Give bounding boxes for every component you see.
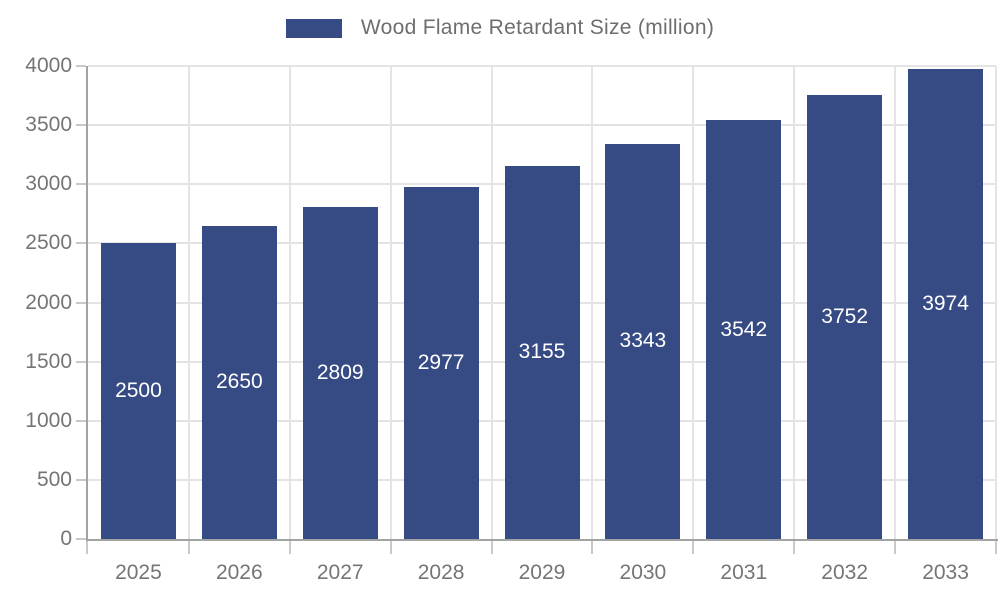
x-axis-tick xyxy=(86,541,88,554)
gridline-vertical xyxy=(692,66,695,539)
x-tick-label: 2029 xyxy=(518,561,566,584)
gridline-horizontal xyxy=(88,65,996,67)
y-tick-label: 500 xyxy=(36,467,72,491)
y-axis-tick xyxy=(76,419,86,422)
bar-value-label: 3343 xyxy=(619,329,667,353)
bar xyxy=(302,206,378,539)
x-tick-label: 2033 xyxy=(922,561,969,584)
bar-value-label: 3542 xyxy=(720,317,768,341)
bar xyxy=(605,143,681,539)
y-axis-line xyxy=(86,66,88,541)
gridline-vertical xyxy=(894,66,897,539)
y-axis-tick xyxy=(76,478,86,481)
bar-value-label: 3155 xyxy=(518,340,566,364)
bar-value-label: 3752 xyxy=(821,305,869,329)
y-axis-tick xyxy=(76,301,86,304)
gridline-horizontal xyxy=(88,124,996,127)
gridline-vertical xyxy=(389,66,392,539)
y-tick-label: 1000 xyxy=(25,408,72,432)
bar-value-label: 2650 xyxy=(215,370,263,394)
y-axis-tick xyxy=(76,360,86,363)
y-axis-tick xyxy=(76,65,86,67)
bar xyxy=(201,225,277,539)
y-axis-tick xyxy=(76,538,86,540)
x-axis-tick xyxy=(692,541,695,554)
y-tick-label: 1500 xyxy=(25,349,72,373)
bar-value-label: 2809 xyxy=(316,360,364,384)
x-axis-tick xyxy=(894,541,897,554)
bar-value-label: 3974 xyxy=(922,292,969,316)
gridline-vertical xyxy=(591,66,594,539)
bar xyxy=(908,69,984,539)
y-tick-label: 2500 xyxy=(25,231,72,255)
x-axis-tick xyxy=(591,541,594,554)
y-tick-label: 3000 xyxy=(25,172,72,196)
bar xyxy=(807,95,883,539)
gridline-vertical xyxy=(995,66,997,539)
x-tick-label: 2032 xyxy=(821,561,869,584)
x-tick-label: 2026 xyxy=(215,561,263,584)
y-tick-label: 2000 xyxy=(25,290,72,314)
gridline-vertical xyxy=(490,66,493,539)
x-axis-tick xyxy=(793,541,796,554)
bar xyxy=(706,120,782,539)
x-axis-tick xyxy=(490,541,493,554)
gridline-vertical xyxy=(793,66,796,539)
gridline-vertical xyxy=(288,66,291,539)
x-tick-label: 2027 xyxy=(316,561,364,584)
bar-value-label: 2977 xyxy=(417,350,465,374)
x-tick-label: 2028 xyxy=(417,561,465,584)
y-axis-tick xyxy=(76,242,86,245)
legend[interactable]: Wood Flame Retardant Size (million) xyxy=(0,16,1000,40)
x-axis-tick xyxy=(288,541,291,554)
legend-swatch xyxy=(285,18,342,38)
bar xyxy=(403,186,479,539)
y-axis-tick xyxy=(76,183,86,186)
y-axis-tick xyxy=(76,124,86,127)
gridline-vertical xyxy=(187,66,190,539)
bar xyxy=(100,243,176,539)
x-tick-label: 2025 xyxy=(115,561,162,584)
bar-value-label: 2500 xyxy=(115,379,162,403)
x-axis-tick xyxy=(187,541,190,554)
x-tick-label: 2030 xyxy=(619,561,667,584)
x-tick-label: 2031 xyxy=(720,561,768,584)
y-tick-label: 4000 xyxy=(25,54,72,77)
x-axis-tick xyxy=(995,541,997,554)
y-tick-label: 0 xyxy=(60,527,72,550)
y-tick-label: 3500 xyxy=(25,113,72,137)
x-axis-tick xyxy=(389,541,392,554)
x-axis-line xyxy=(86,539,998,541)
legend-label: Wood Flame Retardant Size (million) xyxy=(360,16,715,39)
bar xyxy=(504,165,580,539)
plot-area: 0 500 1000 1500 2000 2500 3000 3500 4000 2025 2026… xyxy=(25,54,998,584)
